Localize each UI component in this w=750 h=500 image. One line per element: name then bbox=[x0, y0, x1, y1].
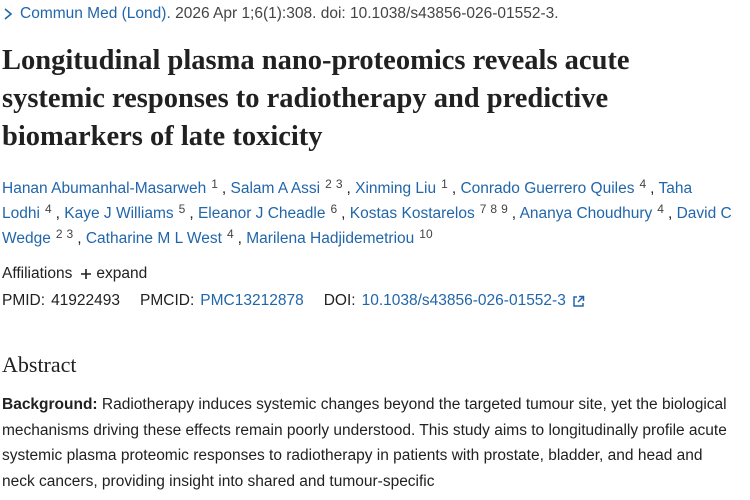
expand-label: expand bbox=[96, 265, 148, 282]
citation-details: 2026 Apr 1;6(1):308. doi: 10.1038/s43856… bbox=[175, 5, 559, 22]
section-text: Radiotherapy induces systemic changes be… bbox=[2, 396, 727, 490]
affiliation-refs: 5 bbox=[179, 202, 190, 216]
affiliation-ref[interactable]: 7 bbox=[479, 202, 487, 216]
abstract-section: Background: Radiotherapy induces systemi… bbox=[2, 392, 736, 494]
author-name[interactable]: Conrado Guerrero Quiles bbox=[460, 180, 635, 197]
author: Ananya Choudhury 4 bbox=[512, 202, 668, 222]
abstract: Background: Radiotherapy induces systemi… bbox=[2, 392, 736, 494]
author-name[interactable]: Kaye J Williams bbox=[64, 205, 174, 222]
affiliation-refs: 4 bbox=[657, 202, 668, 216]
author: Hanan Abumanhal-Masarweh 1 bbox=[2, 177, 222, 197]
affiliation-ref[interactable]: 1 bbox=[211, 177, 218, 191]
author-name[interactable]: David C Wedge bbox=[2, 205, 732, 247]
author-name[interactable]: Xinming Liu bbox=[355, 180, 437, 197]
author-name[interactable]: Marilena Hadjidemetriou bbox=[246, 230, 415, 247]
affiliations: Affiliations expand bbox=[2, 265, 736, 283]
affiliation-ref[interactable]: 2 bbox=[55, 227, 63, 241]
affiliations-label: Affiliations bbox=[2, 265, 73, 282]
author-list: Hanan Abumanhal-Masarweh1Salam A Assi23X… bbox=[2, 176, 736, 251]
affiliation-ref[interactable]: 6 bbox=[330, 202, 338, 216]
affiliation-ref[interactable]: 9 bbox=[501, 202, 508, 216]
affiliation-ref[interactable]: 3 bbox=[335, 177, 343, 191]
affiliation-refs: 4 bbox=[227, 227, 238, 241]
author-name[interactable]: Catharine M L West bbox=[85, 230, 222, 247]
author: Catharine M L West 4 bbox=[77, 227, 238, 247]
affiliation-refs: 10 bbox=[419, 227, 436, 241]
author-name[interactable]: Taha Lodhi bbox=[2, 180, 693, 222]
doi-label: DOI: bbox=[323, 292, 356, 309]
affiliation-ref[interactable]: 2 bbox=[325, 177, 332, 191]
affiliation-ref[interactable]: 5 bbox=[178, 202, 186, 216]
affiliation-ref[interactable]: 1 bbox=[441, 177, 448, 191]
article-title: Longitudinal plasma nano-proteomics reve… bbox=[2, 45, 630, 152]
pmcid-link[interactable]: PMC13212878 bbox=[200, 292, 304, 309]
affiliation-ref[interactable]: 4 bbox=[44, 202, 52, 216]
pmcid-label: PMCID: bbox=[140, 292, 195, 309]
article: Commun Med (Lond). 2026 Apr 1;6(1):308. … bbox=[2, 0, 736, 494]
author: Kaye J Williams 5 bbox=[56, 202, 190, 222]
author: Conrado Guerrero Quiles 4 bbox=[452, 177, 650, 197]
chevron-icon bbox=[4, 8, 13, 20]
pmid: 41922493 bbox=[51, 292, 121, 309]
affiliation-ref[interactable]: 8 bbox=[490, 202, 498, 216]
affiliation-ref[interactable]: 10 bbox=[419, 227, 433, 241]
plus-icon bbox=[81, 269, 92, 279]
author-name[interactable]: Salam A Assi bbox=[230, 180, 321, 197]
affiliation-refs: 1 bbox=[441, 177, 452, 191]
pmid-label: PMID: bbox=[2, 292, 46, 309]
author-name[interactable]: Ananya Choudhury bbox=[519, 205, 653, 222]
affiliation-refs: 4 bbox=[45, 202, 56, 216]
affiliation-ref[interactable]: 3 bbox=[66, 227, 74, 241]
author: Eleanor J Cheadle 6 bbox=[189, 202, 341, 222]
author: Xinming Liu 1 bbox=[347, 177, 452, 197]
author: Kostas Kostarelos 789 bbox=[341, 202, 512, 222]
doi-link[interactable]: 10.1038/s43856-026-01552-3 bbox=[361, 292, 566, 309]
affiliation-ref[interactable]: 4 bbox=[639, 177, 647, 191]
external-link-icon bbox=[573, 295, 585, 307]
affiliation-refs: 1 bbox=[211, 177, 222, 191]
citation: Commun Med (Lond). 2026 Apr 1;6(1):308. … bbox=[2, 0, 736, 28]
affiliation-refs: 6 bbox=[330, 202, 341, 216]
author: Salam A Assi 23 bbox=[222, 177, 347, 197]
author-name[interactable]: Eleanor J Cheadle bbox=[197, 205, 326, 222]
author-name[interactable]: Hanan Abumanhal-Masarweh bbox=[2, 180, 207, 197]
author-name[interactable]: Kostas Kostarelos bbox=[349, 205, 475, 222]
affiliation-ref[interactable]: 4 bbox=[657, 202, 664, 216]
affiliation-ref[interactable]: 4 bbox=[226, 227, 234, 241]
affiliation-refs: 4 bbox=[639, 177, 650, 191]
abstract-heading: Abstract bbox=[2, 352, 77, 377]
identifiers: PMID: 41922493 PMCID: PMC13212878 DOI: 1… bbox=[2, 292, 736, 310]
author: Marilena Hadjidemetriou 10 bbox=[238, 227, 437, 247]
journal-link[interactable]: Commun Med (Lond). bbox=[20, 5, 171, 22]
section-label: Background: bbox=[2, 396, 98, 413]
expand-toggle[interactable]: expand bbox=[80, 265, 147, 283]
